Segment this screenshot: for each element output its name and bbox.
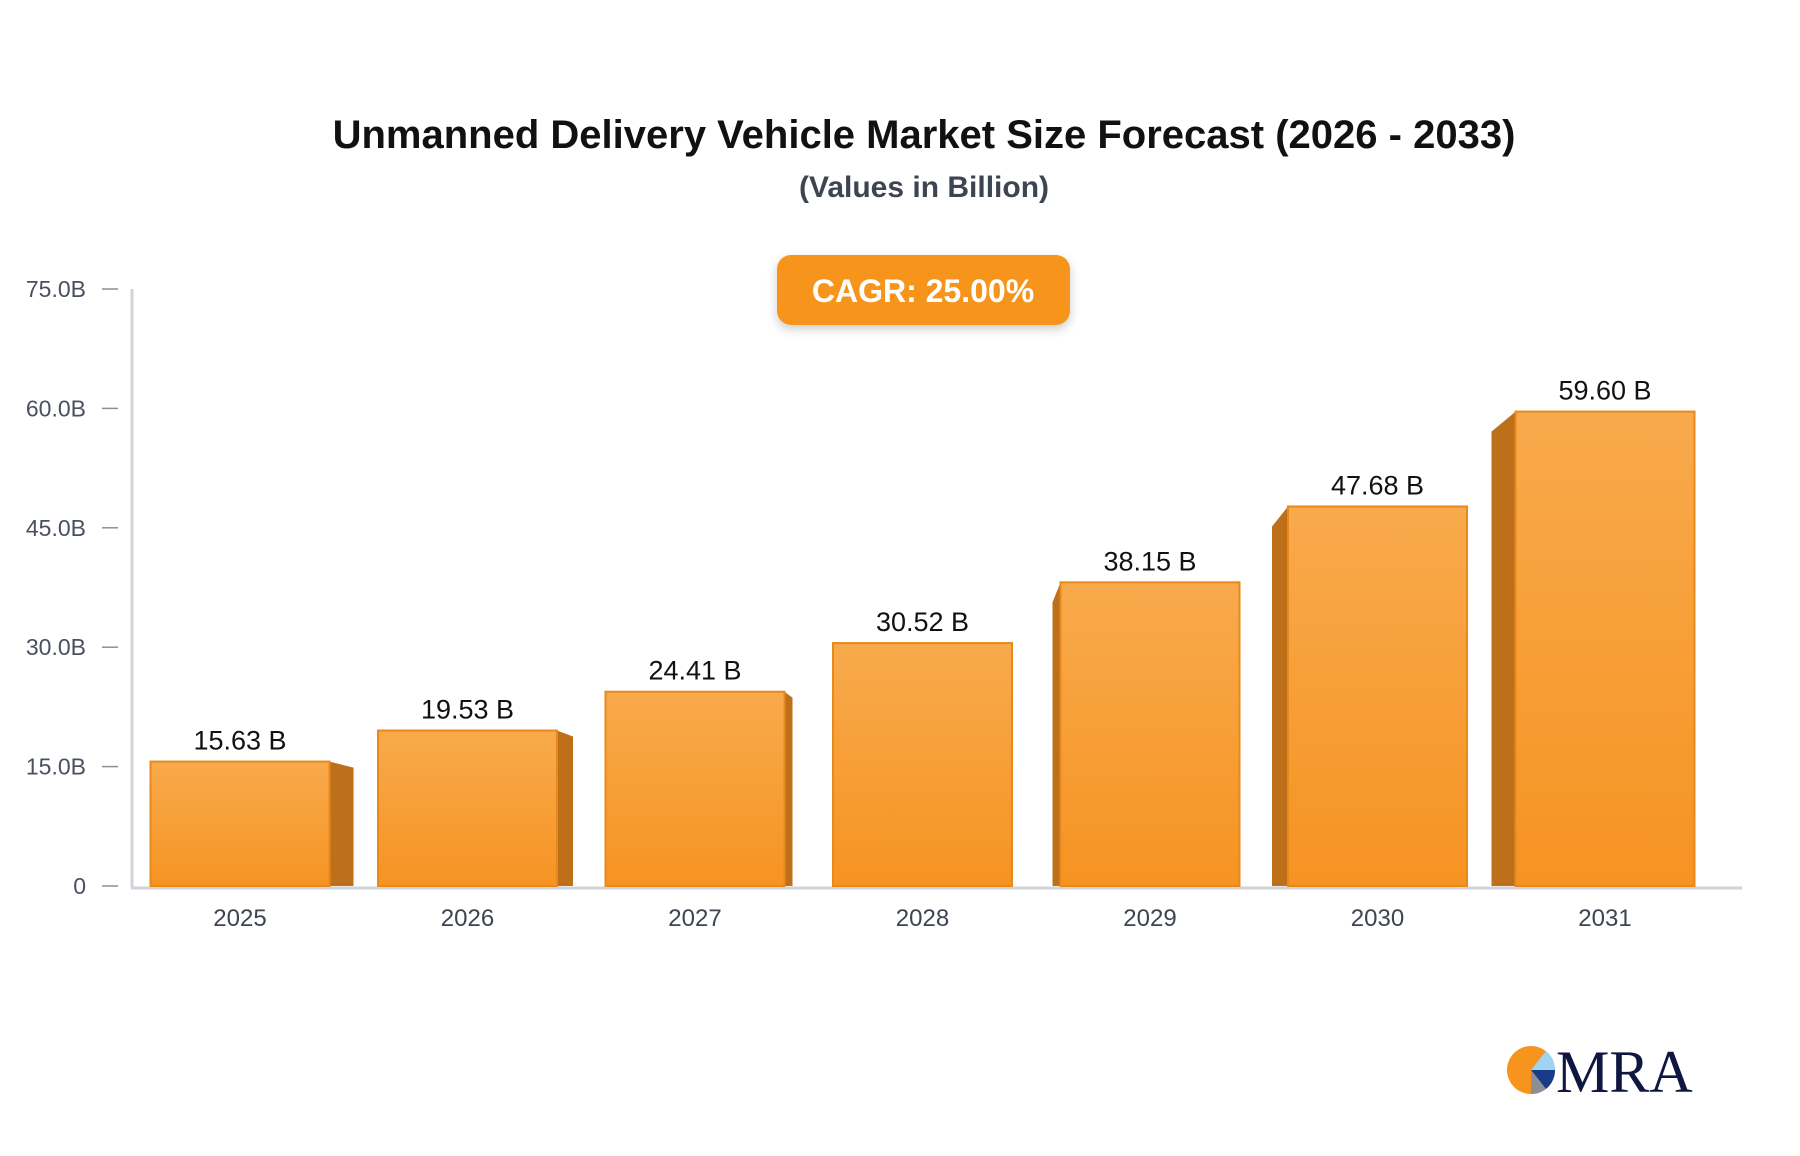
bar-front — [149, 760, 331, 888]
x-tick-label: 2026 — [441, 905, 494, 932]
bar-2025 — [149, 760, 354, 888]
x-tick-label: 2031 — [1578, 905, 1631, 932]
data-label: 47.68 B — [1331, 470, 1424, 500]
x-tick-label: 2030 — [1351, 905, 1404, 932]
bar-front — [604, 690, 786, 888]
x-tick-label: 2028 — [896, 905, 949, 932]
y-tick-label: 0 — [73, 873, 86, 899]
bar-front — [832, 642, 1013, 887]
bar-side — [329, 761, 354, 886]
bar-front — [1514, 410, 1696, 887]
bar-front — [1287, 505, 1468, 887]
bar-side — [1491, 411, 1516, 886]
y-tick-label: 30.0B — [26, 634, 86, 660]
bar-2028 — [832, 642, 1013, 887]
bar-2031 — [1491, 410, 1696, 887]
y-tick-label: 45.0B — [26, 515, 86, 541]
y-tick-label: 60.0B — [26, 395, 86, 421]
data-label: 30.52 B — [876, 607, 969, 637]
svg-text:MRA: MRA — [1556, 1039, 1693, 1105]
cagr-label: CAGR: 25.00% — [812, 273, 1034, 309]
bar-2027 — [604, 690, 793, 888]
bar-side — [784, 691, 793, 886]
bar-2029 — [1052, 581, 1241, 887]
x-tick-label: 2025 — [213, 905, 266, 932]
y-tick-label: 15.0B — [26, 754, 86, 780]
mra-logo: MRA — [1507, 1039, 1693, 1105]
data-label: 38.15 B — [1103, 546, 1196, 576]
y-tick-label: 75.0B — [26, 276, 86, 302]
data-label: 24.41 B — [648, 656, 741, 686]
bar-side — [557, 730, 573, 886]
bar-front — [377, 729, 558, 887]
axes — [130, 289, 1742, 890]
bar-2030 — [1272, 505, 1468, 887]
bar-2026 — [377, 729, 573, 887]
x-tick-label: 2027 — [668, 905, 721, 932]
bar-side — [1272, 506, 1288, 886]
x-tick-label: 2029 — [1123, 905, 1176, 932]
data-label: 19.53 B — [421, 695, 514, 725]
cagr-badge — [777, 255, 1070, 325]
data-label: 59.60 B — [1558, 376, 1651, 406]
chart-title: Unmanned Delivery Vehicle Market Size Fo… — [333, 113, 1516, 157]
bar-front — [1059, 581, 1241, 887]
data-label: 15.63 B — [193, 726, 286, 756]
chart-subtitle: (Values in Billion) — [799, 171, 1049, 204]
bar-side — [1052, 582, 1061, 886]
